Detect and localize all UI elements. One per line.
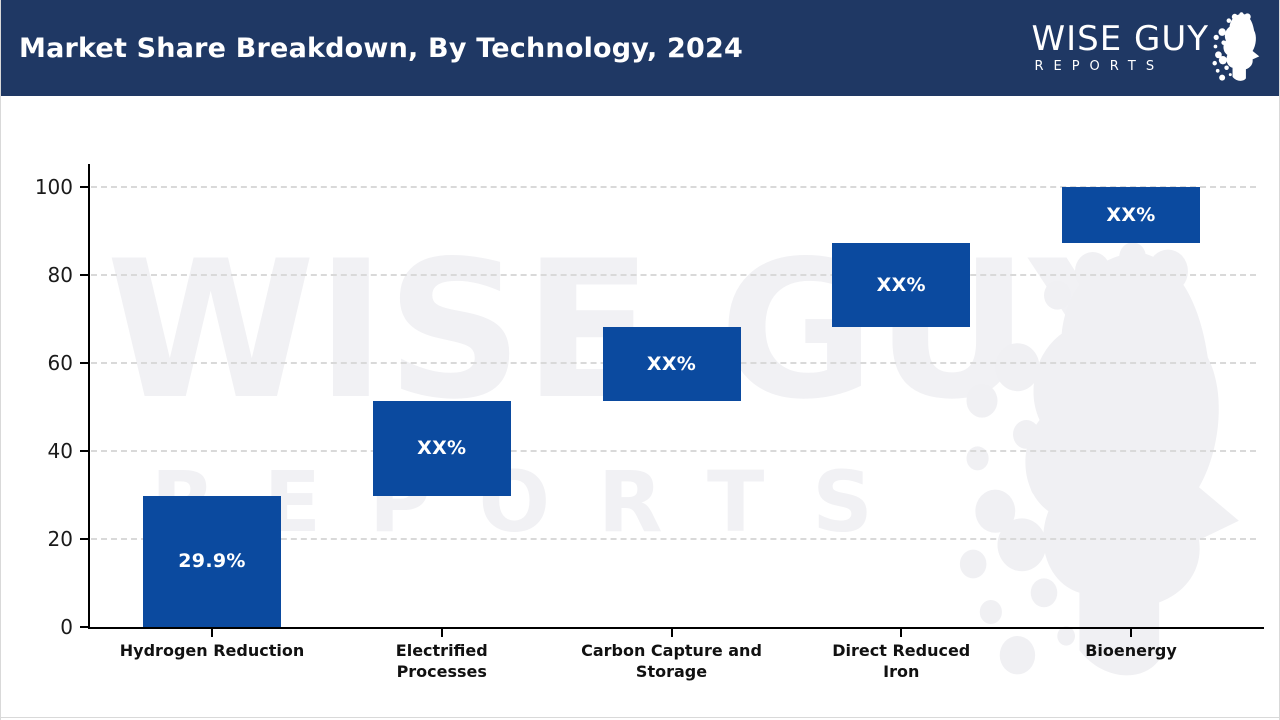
bar-bioenergy: XX% <box>1062 187 1200 244</box>
bar-hydrogen-reduction: 29.9% <box>143 495 281 627</box>
y-tick-mark-40 <box>80 450 88 453</box>
x-category-label-bioenergy: Bioenergy <box>1085 641 1177 660</box>
y-tick-label-80: 80 <box>47 263 73 288</box>
y-tick-label-0: 0 <box>60 615 73 639</box>
bar-carbon-capture-and-storage: XX% <box>602 327 741 402</box>
gridline-20 <box>91 538 1256 541</box>
x-axis-line <box>88 627 1264 629</box>
brand-logo: WISE GUY REPORTS <box>1031 10 1263 86</box>
panel-bottom-border <box>1 717 1279 718</box>
y-tick-label-100: 100 <box>34 175 73 200</box>
y-tick-label-20: 20 <box>47 527 73 552</box>
y-tick-mark-80 <box>80 274 88 277</box>
y-axis-line <box>88 164 90 629</box>
gridline-80 <box>91 274 1256 277</box>
x-category-label-carbon-capture-and-storage: Carbon Capture and Storage <box>581 641 762 681</box>
x-category-label-direct-reduced-iron: Direct Reduced Iron <box>832 641 971 681</box>
y-tick-mark-20 <box>80 538 88 541</box>
page-title: Market Share Breakdown, By Technology, 2… <box>19 32 744 64</box>
brand-reports-label: REPORTS <box>1034 59 1165 74</box>
y-tick-label-40: 40 <box>47 439 73 464</box>
bar-electrified-processes: XX% <box>372 401 511 496</box>
y-tick-mark-100 <box>80 186 88 189</box>
bar-value-label-bioenergy: XX% <box>1106 204 1156 227</box>
x-tick-mark-carbon-capture-and-storage <box>670 629 673 637</box>
y-tick-label-60: 60 <box>47 351 73 376</box>
bar-value-label-direct-reduced-iron: XX% <box>876 274 926 297</box>
bar-value-label-electrified-processes: XX% <box>417 437 467 460</box>
x-tick-mark-direct-reduced-iron <box>900 629 903 637</box>
x-category-label-hydrogen-reduction: Hydrogen Reduction <box>119 641 305 660</box>
x-tick-mark-electrified-processes <box>440 629 443 637</box>
bar-value-label-hydrogen-reduction: 29.9% <box>178 550 246 573</box>
x-category-label-electrified-processes: Electrified Processes <box>395 641 488 681</box>
brand-head-icon <box>1212 12 1260 81</box>
gridline-100 <box>91 186 1256 189</box>
x-tick-mark-hydrogen-reduction <box>211 629 213 637</box>
brand-name-label: WISE GUY <box>1031 19 1209 59</box>
header-bar: Market Share Breakdown, By Technology, 2… <box>1 0 1279 96</box>
y-tick-mark-60 <box>80 362 88 365</box>
y-tick-mark-0 <box>80 626 88 628</box>
bar-value-label-carbon-capture-and-storage: XX% <box>646 353 697 376</box>
gridline-40 <box>91 450 1256 453</box>
bar-direct-reduced-iron: XX% <box>832 243 971 328</box>
x-tick-mark-bioenergy <box>1130 629 1132 637</box>
brand-wordmark: WISE GUY REPORTS <box>1031 21 1209 75</box>
